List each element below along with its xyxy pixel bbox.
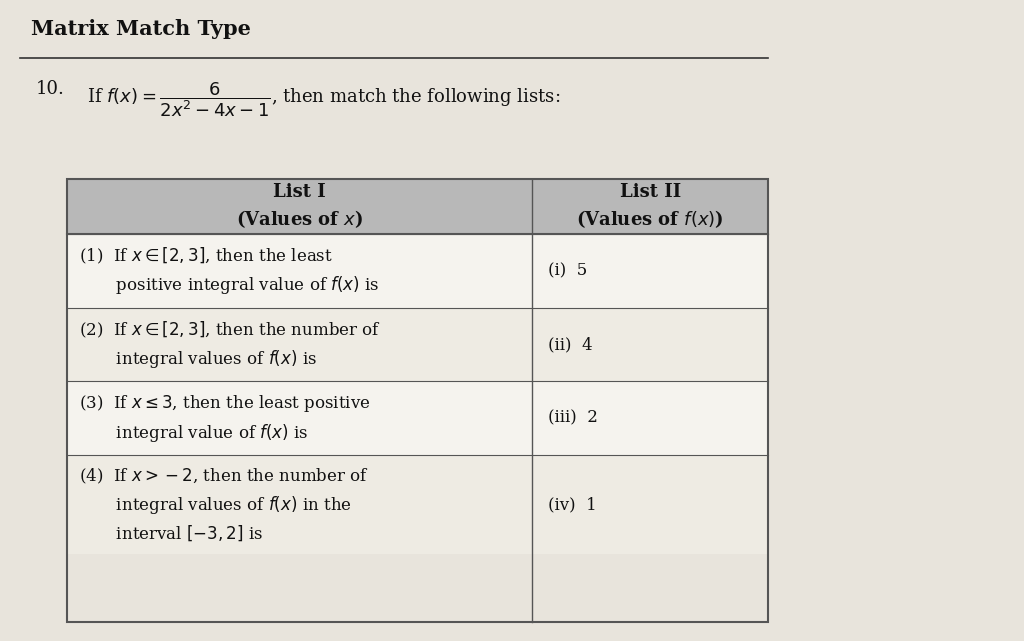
Text: (iii)  2: (iii) 2 <box>548 410 598 427</box>
Bar <box>532 455 768 554</box>
Bar <box>67 234 532 308</box>
Bar <box>532 308 768 381</box>
Text: (4)  If $x > -2$, then the number of
       integral values of $f(x)$ in the
   : (4) If $x > -2$, then the number of inte… <box>79 467 369 543</box>
Bar <box>67 179 768 622</box>
Text: If $f(x) = \dfrac{6}{2x^2-4x-1}$, then match the following lists:: If $f(x) = \dfrac{6}{2x^2-4x-1}$, then m… <box>87 80 560 119</box>
Bar <box>67 179 768 234</box>
Text: List II
(Values of $f(x)$): List II (Values of $f(x)$) <box>577 183 724 230</box>
Text: (2)  If $x \in [2, 3]$, then the number of
       integral values of $f(x)$ is: (2) If $x \in [2, 3]$, then the number o… <box>79 319 381 370</box>
Text: List I
(Values of $x$): List I (Values of $x$) <box>236 183 364 230</box>
Text: (i)  5: (i) 5 <box>548 262 587 279</box>
Bar <box>532 234 768 308</box>
Text: (ii)  4: (ii) 4 <box>548 336 593 353</box>
Text: 10.: 10. <box>36 80 65 98</box>
Text: (3)  If $x \leq 3$, then the least positive
       integral value of $f(x)$ is: (3) If $x \leq 3$, then the least positi… <box>79 393 371 444</box>
Text: (iv)  1: (iv) 1 <box>548 496 597 513</box>
Bar <box>67 455 532 554</box>
Text: (1)  If $x \in [2, 3]$, then the least
       positive integral value of $f(x)$ : (1) If $x \in [2, 3]$, then the least po… <box>79 246 379 296</box>
Bar <box>532 381 768 455</box>
Bar <box>67 381 532 455</box>
Text: Matrix Match Type: Matrix Match Type <box>31 19 251 39</box>
Bar <box>67 308 532 381</box>
